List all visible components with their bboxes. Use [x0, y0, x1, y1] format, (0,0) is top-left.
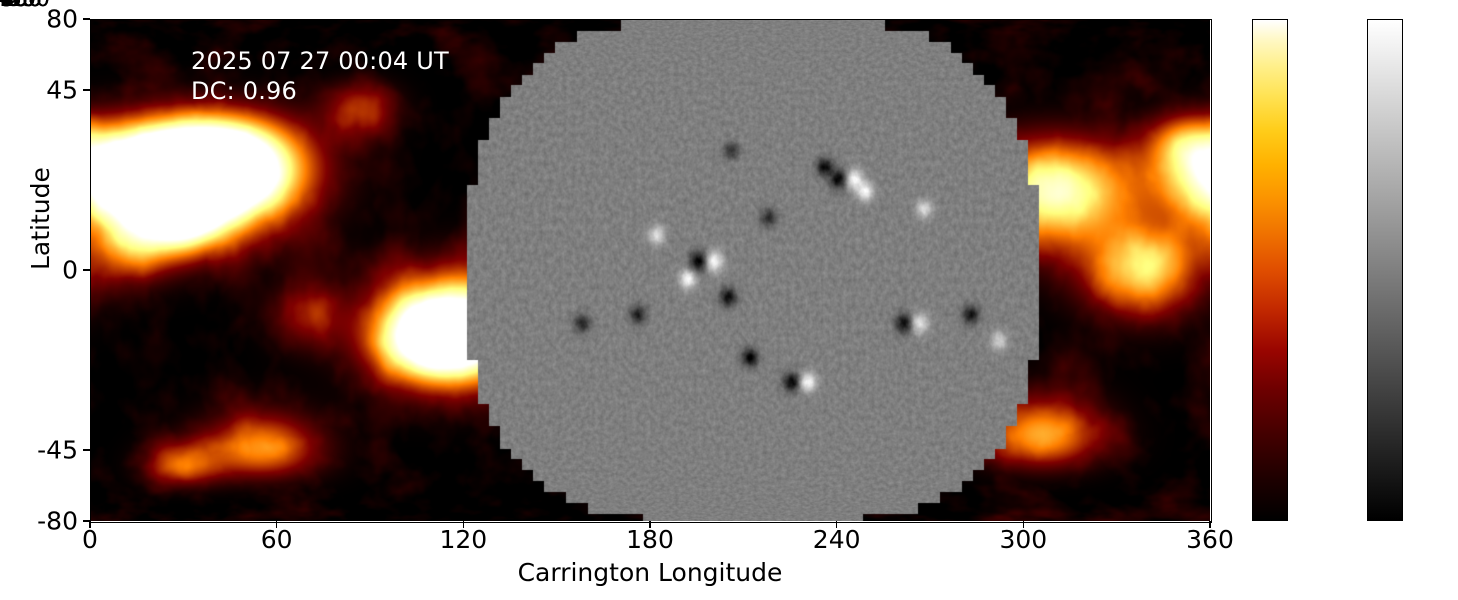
colorbar1-tick-label-3: 300	[0, 0, 42, 11]
x-axis-title: Carrington Longitude	[517, 558, 783, 587]
synoptic-map-plot: 2025 07 27 00:04 UT DC: 0.96	[90, 19, 1210, 521]
y-tick-label-0: 80	[46, 4, 78, 34]
x-tick-mark-6	[1209, 521, 1211, 528]
colorbar1-tick-label-5: 500	[0, 0, 42, 11]
colorbar2-tick-label-1: -150	[0, 0, 50, 11]
farside-colorbar	[1252, 19, 1288, 521]
y-tick-label-2: 0	[62, 255, 78, 285]
colorbar1-tick-label-0: 0	[0, 0, 14, 11]
colorbar2-tick-label-6: 100	[0, 0, 42, 11]
colorbar1-tick-label-1: 100	[0, 0, 42, 11]
frontside-colorbar	[1367, 19, 1403, 521]
x-tick-label-2: 120	[439, 525, 488, 554]
colorbar2-tick-mark-7	[0, 0, 7, 2]
colorbar2-tick-label-3: -50	[0, 0, 36, 11]
x-tick-mark-5	[1022, 521, 1025, 528]
x-tick-label-6: 360	[1186, 525, 1234, 554]
x-tick-label-1: 60	[260, 525, 293, 554]
colorbar2-tick-label-2: -100	[0, 0, 50, 11]
y-tick-mark-1	[83, 88, 90, 91]
x-tick-label-4: 240	[812, 525, 861, 554]
x-tick-mark-3	[649, 521, 651, 528]
colorbar1-tick-label-7: 700	[0, 0, 42, 11]
y-tick-mark-3	[83, 449, 90, 451]
x-tick-mark-4	[835, 521, 838, 528]
x-tick-mark-0	[89, 521, 91, 528]
x-tick-mark-1	[275, 521, 278, 528]
colorbar1-tick-label-6: 600	[0, 0, 42, 11]
colorbar1-tick-label-4: 400	[0, 0, 42, 11]
colorbar2-tick-label-7: 150	[0, 0, 42, 11]
x-tick-label-0: 0	[82, 525, 98, 554]
observation-timestamp: 2025 07 27 00:04 UT DC: 0.96	[191, 47, 449, 105]
x-tick-label-5: 300	[999, 525, 1048, 554]
x-tick-mark-2	[462, 521, 465, 528]
frontside-magnetogram-layer	[90, 19, 1210, 521]
y-axis-title: Latitude	[26, 167, 55, 270]
y-tick-label-1: 45	[46, 75, 78, 105]
y-tick-label-4: -80	[37, 506, 78, 536]
colorbar2-tick-label-4: 0	[0, 0, 14, 11]
y-tick-mark-2	[83, 269, 90, 271]
colorbar2-tick-label-0: -200	[0, 0, 50, 11]
colorbar2-tick-label-5: 50	[0, 0, 28, 11]
y-tick-mark-0	[83, 18, 90, 20]
y-tick-label-3: -45	[37, 435, 78, 465]
colorbar1-tick-label-2: 200	[0, 0, 42, 11]
y-tick-mark-4	[83, 520, 90, 522]
colorbar1-tick-label-8: 800	[0, 0, 42, 11]
x-tick-label-3: 180	[626, 525, 674, 554]
colorbar2-tick-label-8: 200	[0, 0, 42, 11]
